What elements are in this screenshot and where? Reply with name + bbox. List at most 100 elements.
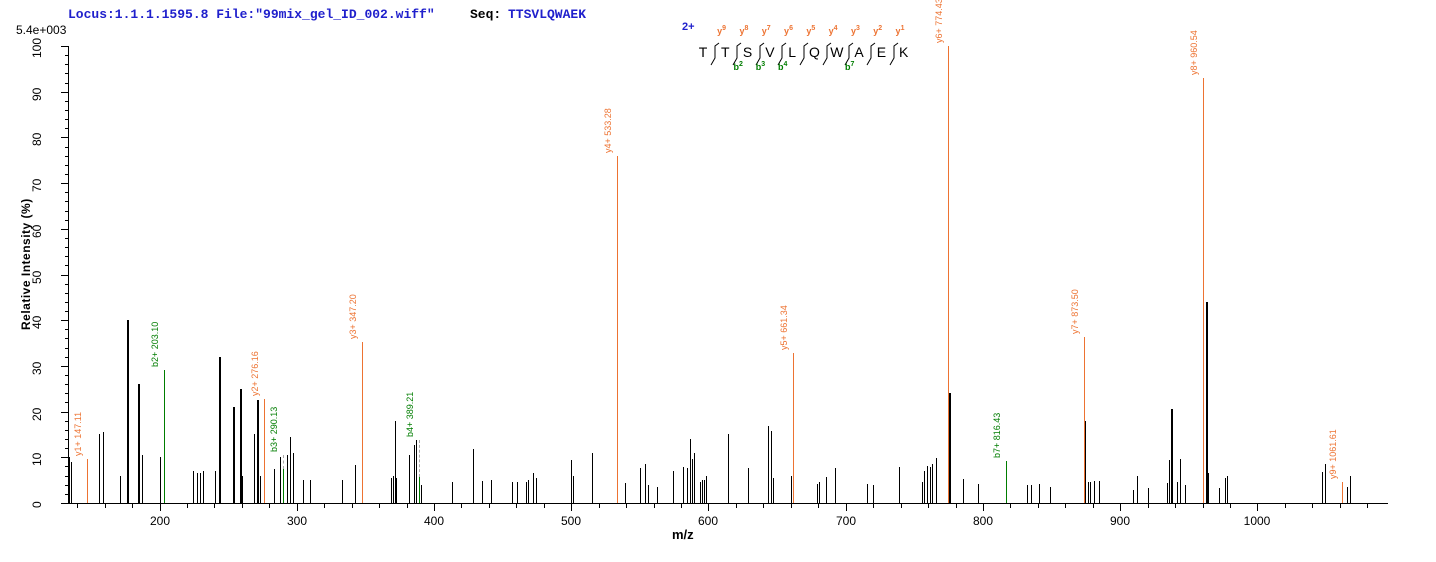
spectrum-peak [1206, 302, 1208, 503]
spectrum-peak [1050, 487, 1051, 503]
ladder-residue-9: E [876, 44, 887, 60]
spectrum-peak [290, 437, 291, 503]
fragment-boundary-mark [866, 42, 876, 66]
ladder-residue-7: W [830, 44, 844, 60]
y-tick-label: 0 [30, 501, 44, 509]
y-minor-tick [65, 101, 68, 102]
spectrum-peak [1208, 473, 1209, 503]
fragment-ion-peak-y9 [1342, 482, 1343, 503]
spectrum-peak [242, 476, 243, 503]
peak-label: y7+ 873.50 [1070, 289, 1080, 334]
y-major-tick [61, 457, 68, 458]
y-minor-tick [65, 265, 68, 266]
y-minor-tick [65, 55, 68, 56]
seq-value: TTSVLQWAEK [508, 7, 587, 22]
fragment-ion-peak-y1 [87, 459, 88, 503]
b-ion-tag-b4: b4 [778, 61, 788, 72]
fragment-ion-peak-y7 [1084, 337, 1085, 503]
y-minor-tick [65, 147, 68, 148]
ladder-residue-1: T [698, 44, 708, 60]
y-tick-label: 90 [30, 87, 44, 101]
spectrum-peak [310, 480, 311, 503]
spectrum-peak [287, 455, 288, 503]
ladder-residue-4: V [765, 44, 775, 60]
y-major-tick [61, 503, 68, 504]
x-tick-label: 200 [149, 514, 171, 528]
y-minor-tick [65, 256, 68, 257]
spectrum-peak [280, 457, 281, 503]
y-ion-tag-y2: y2 [873, 25, 883, 36]
y-minor-tick [65, 329, 68, 330]
x-minor-tick [599, 504, 600, 508]
spectrum-peak [203, 471, 204, 503]
spectrum-peak [533, 473, 534, 503]
x-major-tick [983, 504, 984, 511]
x-major-tick [1257, 504, 1258, 511]
x-major-tick [846, 504, 847, 511]
x-minor-tick [818, 504, 819, 508]
x-minor-tick [791, 504, 792, 508]
y-tick-label: 50 [30, 270, 44, 284]
x-tick-label: 500 [560, 514, 582, 528]
ladder-residue-8: A [854, 44, 864, 60]
y-minor-tick [65, 73, 68, 74]
fragment-ion-peak-b7 [1006, 461, 1007, 503]
spectrum-peak [1090, 482, 1091, 503]
spectrum-peak [640, 468, 641, 503]
x-minor-tick [1230, 504, 1231, 508]
x-minor-tick [1203, 504, 1204, 508]
x-minor-tick [626, 504, 627, 508]
spectrum-peak [657, 487, 658, 503]
spectrum-peak [899, 467, 900, 503]
ladder-residue-2: T [721, 44, 730, 60]
y-minor-tick [65, 284, 68, 285]
x-minor-tick [1148, 504, 1149, 508]
spectrum-peak [215, 471, 216, 503]
spectrum-peak [421, 485, 422, 503]
spectrum-peak [687, 468, 688, 503]
peak-label: y4+ 533.28 [603, 108, 613, 153]
spectrum-peak [138, 384, 140, 503]
ladder-residue-10: K [899, 44, 909, 60]
spectrum-peak [1137, 476, 1138, 503]
spectrum-peak [103, 432, 104, 503]
x-minor-tick [873, 504, 874, 508]
spectrum-peak [473, 449, 474, 503]
y-minor-tick [65, 110, 68, 111]
spectrum-peak [395, 421, 396, 503]
spectrum-peak [1094, 481, 1095, 503]
y-tick-label: 100 [30, 37, 44, 58]
y-minor-tick [65, 348, 68, 349]
y-minor-tick [65, 128, 68, 129]
peak-label: b3+ 290.13 [269, 406, 279, 452]
y-minor-tick [65, 238, 68, 239]
y-minor-tick [65, 64, 68, 65]
fragment-boundary-mark [889, 42, 898, 66]
y-minor-tick [65, 338, 68, 339]
y-minor-tick [65, 421, 68, 422]
spectrum-peak [1350, 476, 1351, 503]
x-minor-tick [1010, 504, 1011, 508]
x-minor-tick [407, 504, 408, 508]
spectrum-peak [512, 482, 513, 503]
spectrum-peak [1099, 481, 1100, 503]
spectrum-peak [1322, 472, 1323, 503]
fragment-boundary-mark [710, 42, 720, 66]
x-minor-tick [324, 504, 325, 508]
x-minor-tick [654, 504, 655, 508]
fragment-boundary-mark [799, 42, 809, 66]
y-minor-tick [65, 375, 68, 376]
y-ion-tag-y7: y7 [761, 25, 771, 36]
y-ion-tag-y4: y4 [828, 25, 838, 36]
y-minor-tick [65, 485, 68, 486]
spectrum-peak [142, 455, 143, 503]
fragment-ion-peak-b2 [164, 370, 165, 503]
x-minor-tick [544, 504, 545, 508]
spectrum-peak [625, 483, 626, 503]
spectrum-peak [700, 482, 701, 503]
y-major-tick [61, 229, 68, 230]
x-minor-tick [1093, 504, 1094, 508]
spectrum-peak [482, 481, 483, 503]
spectrum-peak [1169, 460, 1170, 503]
peak-label: b4+ 389.21 [405, 391, 415, 437]
